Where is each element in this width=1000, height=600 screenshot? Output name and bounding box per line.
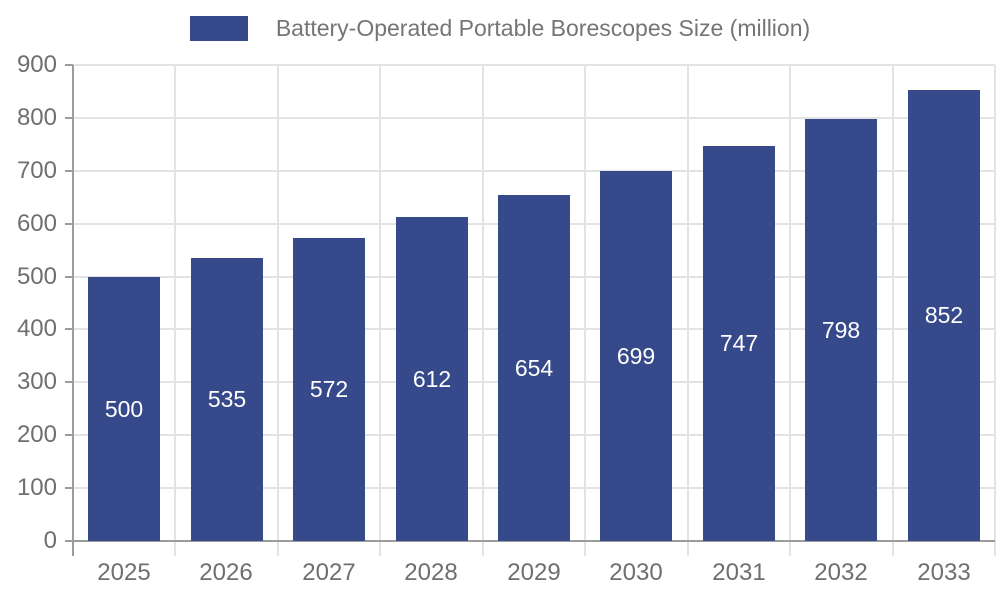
x-axis-label: 2032 [814,559,868,586]
bar-value-label: 699 [616,342,656,369]
bar: 747 [703,146,775,541]
bar-value-label: 852 [924,302,964,328]
y-axis-label: 800 [16,103,57,131]
bar-value-label: 535 [207,386,247,412]
bar-value-label: 572 [309,376,349,402]
gridline-vertical [584,65,586,556]
x-axis-label: 2026 [199,559,253,586]
bar: 572 [293,238,365,541]
y-axis-tick [65,487,73,490]
y-axis-label: 300 [16,368,57,396]
y-axis-tick [65,64,73,66]
y-axis-label: 700 [16,156,57,184]
gridline-horizontal [73,169,995,172]
bar-value-label: 747 [719,330,759,356]
bar: 699 [600,171,672,541]
gridline-vertical [379,65,381,556]
gridline-vertical [482,65,484,556]
bar: 798 [805,119,877,541]
bar-value-label: 654 [514,354,554,381]
y-axis-label: 0 [43,527,57,554]
y-axis-label: 400 [16,315,57,343]
bar-value-label: 798 [821,316,861,343]
x-axis-line [65,540,995,542]
legend[interactable]: Battery-Operated Portable Borescopes Siz… [0,15,1000,42]
gridline-vertical [789,65,791,556]
y-axis-label: 600 [16,209,57,237]
y-axis-tick [65,381,73,384]
bar: 654 [498,195,570,541]
y-axis-tick [65,328,73,331]
y-axis-tick [65,222,73,225]
x-axis-label: 2028 [404,559,458,586]
gridline-vertical [277,65,279,556]
gridline-vertical [174,65,176,556]
bar-value-label: 500 [104,395,144,422]
gridline-horizontal [73,64,995,66]
bar: 535 [191,258,263,541]
x-axis-label: 2025 [97,559,151,586]
bar: 852 [908,90,980,541]
y-axis-label: 900 [16,51,57,78]
y-axis-tick [65,169,73,172]
gridline-vertical [892,65,894,556]
y-axis-tick [65,275,73,278]
y-axis-label: 200 [16,421,57,449]
y-axis-line [72,65,74,556]
x-axis-label: 2033 [917,559,971,586]
x-axis-label: 2029 [507,559,561,586]
gridline-vertical [994,65,996,556]
bar: 612 [396,217,468,541]
x-axis-label: 2030 [609,559,663,586]
y-axis-tick [65,434,73,437]
y-axis-tick [65,116,73,119]
y-axis-label: 500 [16,262,57,290]
legend-swatch-icon [189,16,248,41]
x-axis-label: 2027 [302,559,356,586]
gridline-horizontal [73,116,995,119]
bar-value-label: 612 [412,365,452,392]
y-axis-label: 100 [16,474,57,502]
legend-label: Battery-Operated Portable Borescopes Siz… [275,15,811,41]
bar: 500 [88,277,160,541]
x-axis-label: 2031 [712,559,766,586]
gridline-vertical [687,65,689,556]
